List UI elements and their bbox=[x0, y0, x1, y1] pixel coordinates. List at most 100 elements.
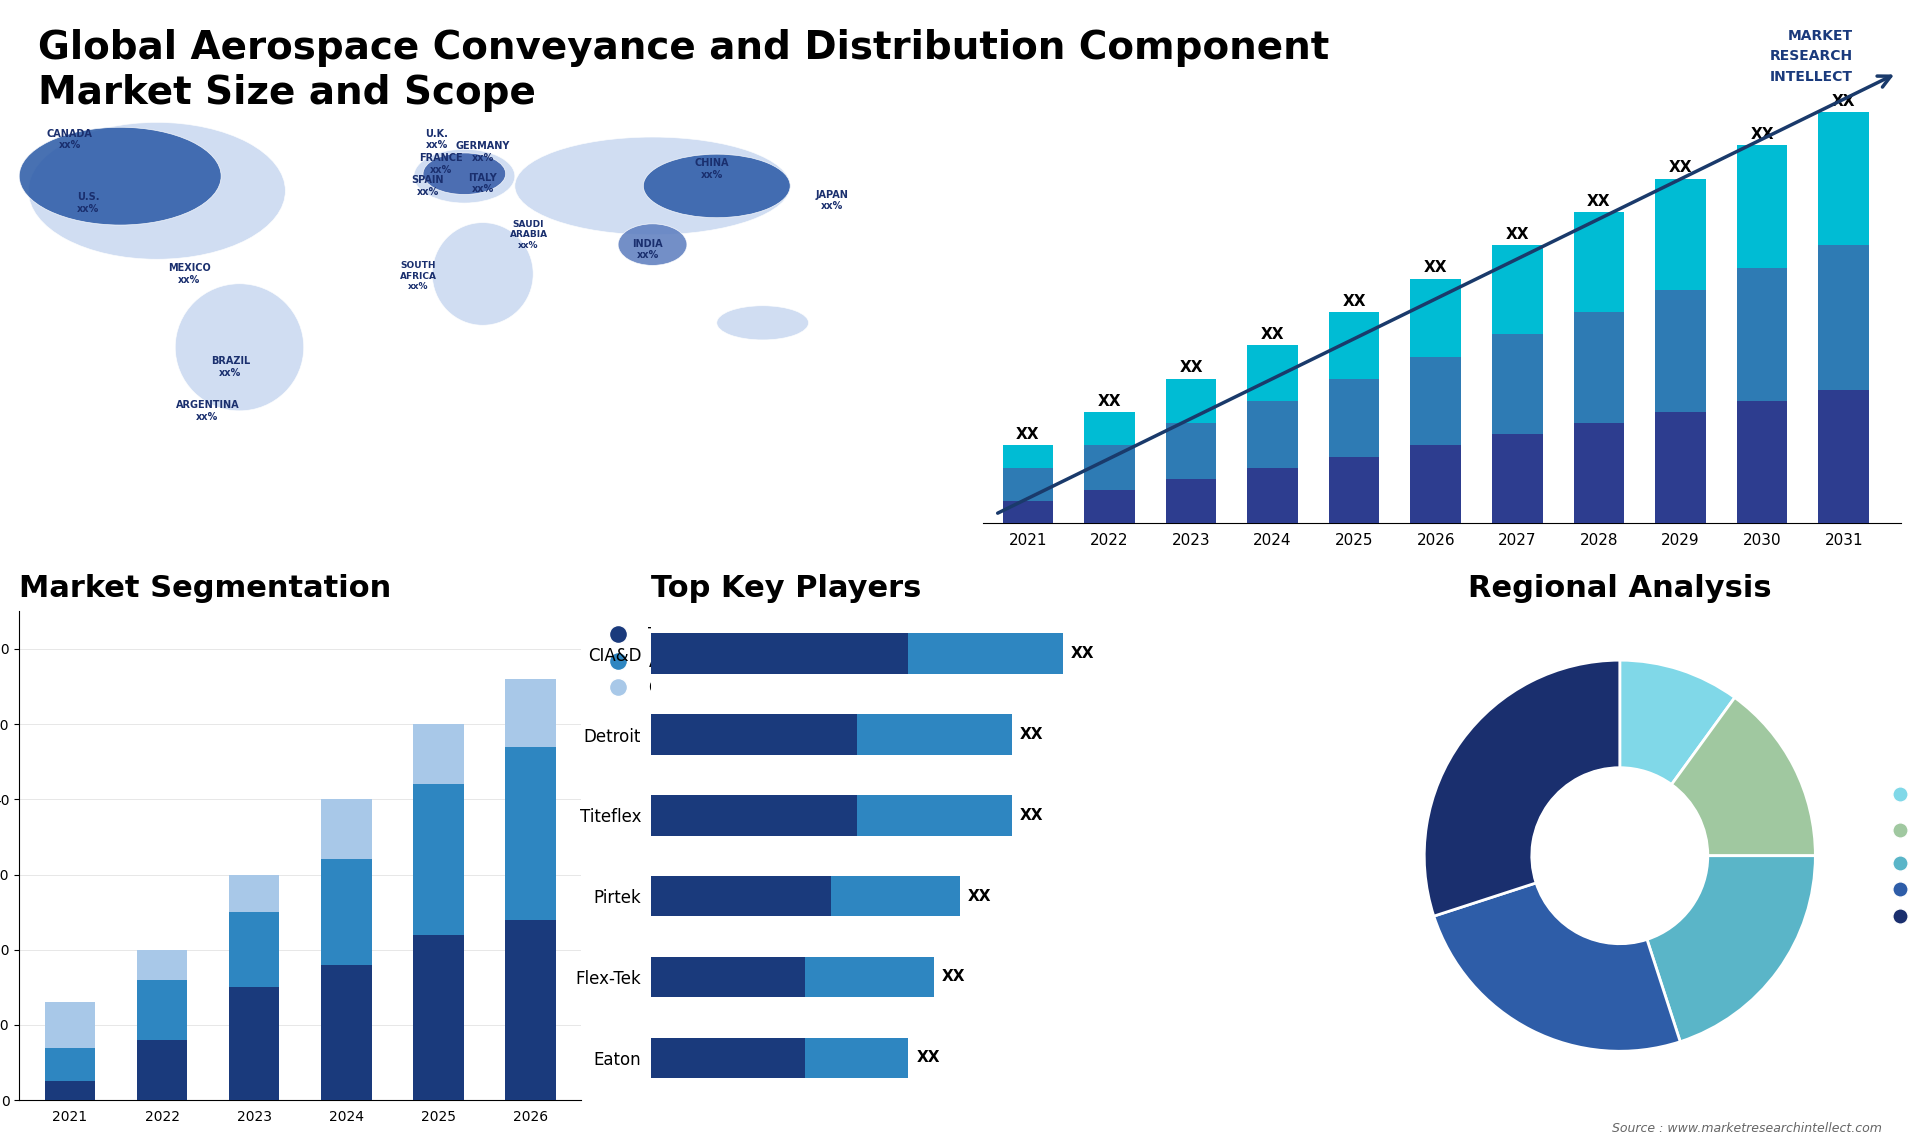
Text: XX: XX bbox=[1342, 293, 1365, 308]
Legend: Type, Application, Geography: Type, Application, Geography bbox=[595, 620, 747, 704]
Bar bbox=[1248, 345, 1298, 401]
Ellipse shape bbox=[175, 284, 303, 410]
Bar bbox=[136, 1039, 188, 1100]
Text: GERMANY
xx%: GERMANY xx% bbox=[455, 141, 511, 163]
Legend: Latin America, Middle East &
Africa, Asia Pacific, Europe, North America: Latin America, Middle East & Africa, Asi… bbox=[1882, 782, 1920, 929]
Ellipse shape bbox=[716, 306, 808, 340]
Bar bbox=[1492, 335, 1542, 434]
Text: XX: XX bbox=[1751, 127, 1774, 142]
Bar bbox=[1818, 390, 1868, 524]
Bar bbox=[908, 634, 1064, 674]
Bar bbox=[1411, 446, 1461, 524]
Bar bbox=[1329, 456, 1379, 524]
Text: XX: XX bbox=[1261, 327, 1284, 343]
Bar bbox=[651, 795, 856, 835]
Bar bbox=[413, 935, 463, 1100]
Text: SOUTH
AFRICA
xx%: SOUTH AFRICA xx% bbox=[399, 261, 438, 291]
Bar bbox=[651, 1037, 806, 1078]
Wedge shape bbox=[1620, 660, 1736, 785]
Text: MARKET
RESEARCH
INTELLECT: MARKET RESEARCH INTELLECT bbox=[1770, 29, 1853, 84]
Wedge shape bbox=[1434, 882, 1680, 1051]
Bar bbox=[1002, 501, 1052, 524]
Text: XX: XX bbox=[1020, 727, 1043, 741]
Text: XX: XX bbox=[943, 970, 966, 984]
Bar bbox=[1738, 268, 1788, 401]
Text: CHINA
xx%: CHINA xx% bbox=[695, 158, 730, 180]
Text: XX: XX bbox=[1098, 394, 1121, 409]
Bar bbox=[806, 957, 935, 997]
Bar bbox=[651, 714, 856, 755]
Bar bbox=[44, 1003, 96, 1047]
Bar bbox=[1655, 179, 1705, 290]
Ellipse shape bbox=[422, 152, 505, 195]
Bar bbox=[228, 874, 280, 912]
Text: XX: XX bbox=[968, 888, 991, 903]
Bar bbox=[1002, 468, 1052, 501]
Circle shape bbox=[1532, 768, 1707, 943]
Bar bbox=[1738, 401, 1788, 524]
Ellipse shape bbox=[432, 222, 534, 325]
Ellipse shape bbox=[29, 123, 286, 259]
Bar bbox=[1818, 112, 1868, 245]
Bar bbox=[1492, 434, 1542, 524]
Text: ARGENTINA
xx%: ARGENTINA xx% bbox=[175, 400, 240, 422]
Text: Source : www.marketresearchintellect.com: Source : www.marketresearchintellect.com bbox=[1611, 1122, 1882, 1135]
Bar bbox=[651, 876, 831, 917]
Text: XX: XX bbox=[1179, 361, 1202, 376]
Bar bbox=[1655, 413, 1705, 524]
Bar bbox=[505, 747, 555, 919]
Text: SPAIN
xx%: SPAIN xx% bbox=[411, 175, 444, 197]
Bar bbox=[856, 714, 1012, 755]
Text: U.S.
xx%: U.S. xx% bbox=[77, 193, 100, 214]
Text: ITALY
xx%: ITALY xx% bbox=[468, 173, 497, 195]
Text: XX: XX bbox=[1588, 194, 1611, 209]
Bar bbox=[1085, 446, 1135, 490]
Bar bbox=[505, 919, 555, 1100]
Wedge shape bbox=[1672, 698, 1814, 856]
Bar bbox=[1492, 245, 1542, 335]
Bar bbox=[1165, 479, 1215, 524]
Bar bbox=[1002, 446, 1052, 468]
Bar bbox=[1085, 490, 1135, 524]
Bar bbox=[1411, 278, 1461, 356]
Bar bbox=[1165, 423, 1215, 479]
Text: XX: XX bbox=[1505, 227, 1528, 242]
Ellipse shape bbox=[515, 138, 791, 235]
Bar bbox=[321, 860, 372, 965]
Bar bbox=[413, 784, 463, 935]
Bar bbox=[228, 912, 280, 988]
Bar bbox=[1085, 413, 1135, 446]
Bar bbox=[44, 1047, 96, 1082]
Title: Regional Analysis: Regional Analysis bbox=[1469, 574, 1772, 604]
Bar bbox=[1574, 212, 1624, 312]
Bar bbox=[321, 965, 372, 1100]
Text: XX: XX bbox=[1425, 260, 1448, 275]
Bar bbox=[1818, 245, 1868, 390]
Bar bbox=[1329, 379, 1379, 456]
Bar bbox=[136, 980, 188, 1039]
Text: INDIA
xx%: INDIA xx% bbox=[632, 238, 662, 260]
Text: BRAZIL
xx%: BRAZIL xx% bbox=[211, 356, 250, 378]
Text: XX: XX bbox=[1071, 646, 1094, 661]
Bar bbox=[228, 988, 280, 1100]
Text: FRANCE
xx%: FRANCE xx% bbox=[420, 154, 463, 174]
Text: U.K.
xx%: U.K. xx% bbox=[426, 128, 447, 150]
Wedge shape bbox=[1647, 856, 1814, 1042]
Bar bbox=[1411, 356, 1461, 446]
Bar bbox=[831, 876, 960, 917]
Text: Market Segmentation: Market Segmentation bbox=[19, 574, 392, 604]
Ellipse shape bbox=[643, 155, 791, 218]
Bar bbox=[1248, 401, 1298, 468]
Ellipse shape bbox=[19, 127, 221, 225]
Wedge shape bbox=[1425, 660, 1620, 916]
Text: SAUDI
ARABIA
xx%: SAUDI ARABIA xx% bbox=[509, 220, 547, 250]
Bar bbox=[136, 950, 188, 980]
Text: XX: XX bbox=[1668, 160, 1692, 175]
Bar bbox=[1574, 312, 1624, 423]
Bar bbox=[1738, 146, 1788, 268]
Ellipse shape bbox=[618, 223, 687, 266]
Bar bbox=[321, 799, 372, 860]
Bar bbox=[1248, 468, 1298, 524]
Bar bbox=[806, 1037, 908, 1078]
Bar bbox=[1165, 379, 1215, 423]
